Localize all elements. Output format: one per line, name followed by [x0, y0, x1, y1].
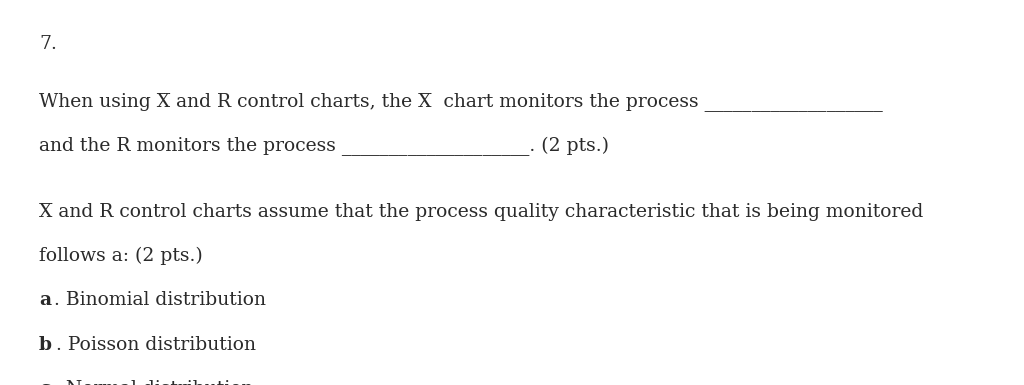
Text: a: a	[39, 291, 51, 310]
Text: . Normal distribution: . Normal distribution	[53, 380, 253, 385]
Text: b: b	[39, 336, 52, 354]
Text: 7.: 7.	[39, 35, 56, 53]
Text: . Binomial distribution: . Binomial distribution	[54, 291, 266, 310]
Text: . Poisson distribution: . Poisson distribution	[55, 336, 256, 354]
Text: and the R monitors the process ____________________. (2 pts.): and the R monitors the process _________…	[39, 137, 609, 156]
Text: X̅ and R control charts assume that the process quality characteristic that is b: X̅ and R control charts assume that the …	[39, 203, 924, 221]
Text: When using X̅ and R control charts, the X̅  chart monitors the process _________: When using X̅ and R control charts, the …	[39, 92, 883, 111]
Text: follows a: (2 pts.): follows a: (2 pts.)	[39, 247, 203, 265]
Text: c: c	[39, 380, 50, 385]
